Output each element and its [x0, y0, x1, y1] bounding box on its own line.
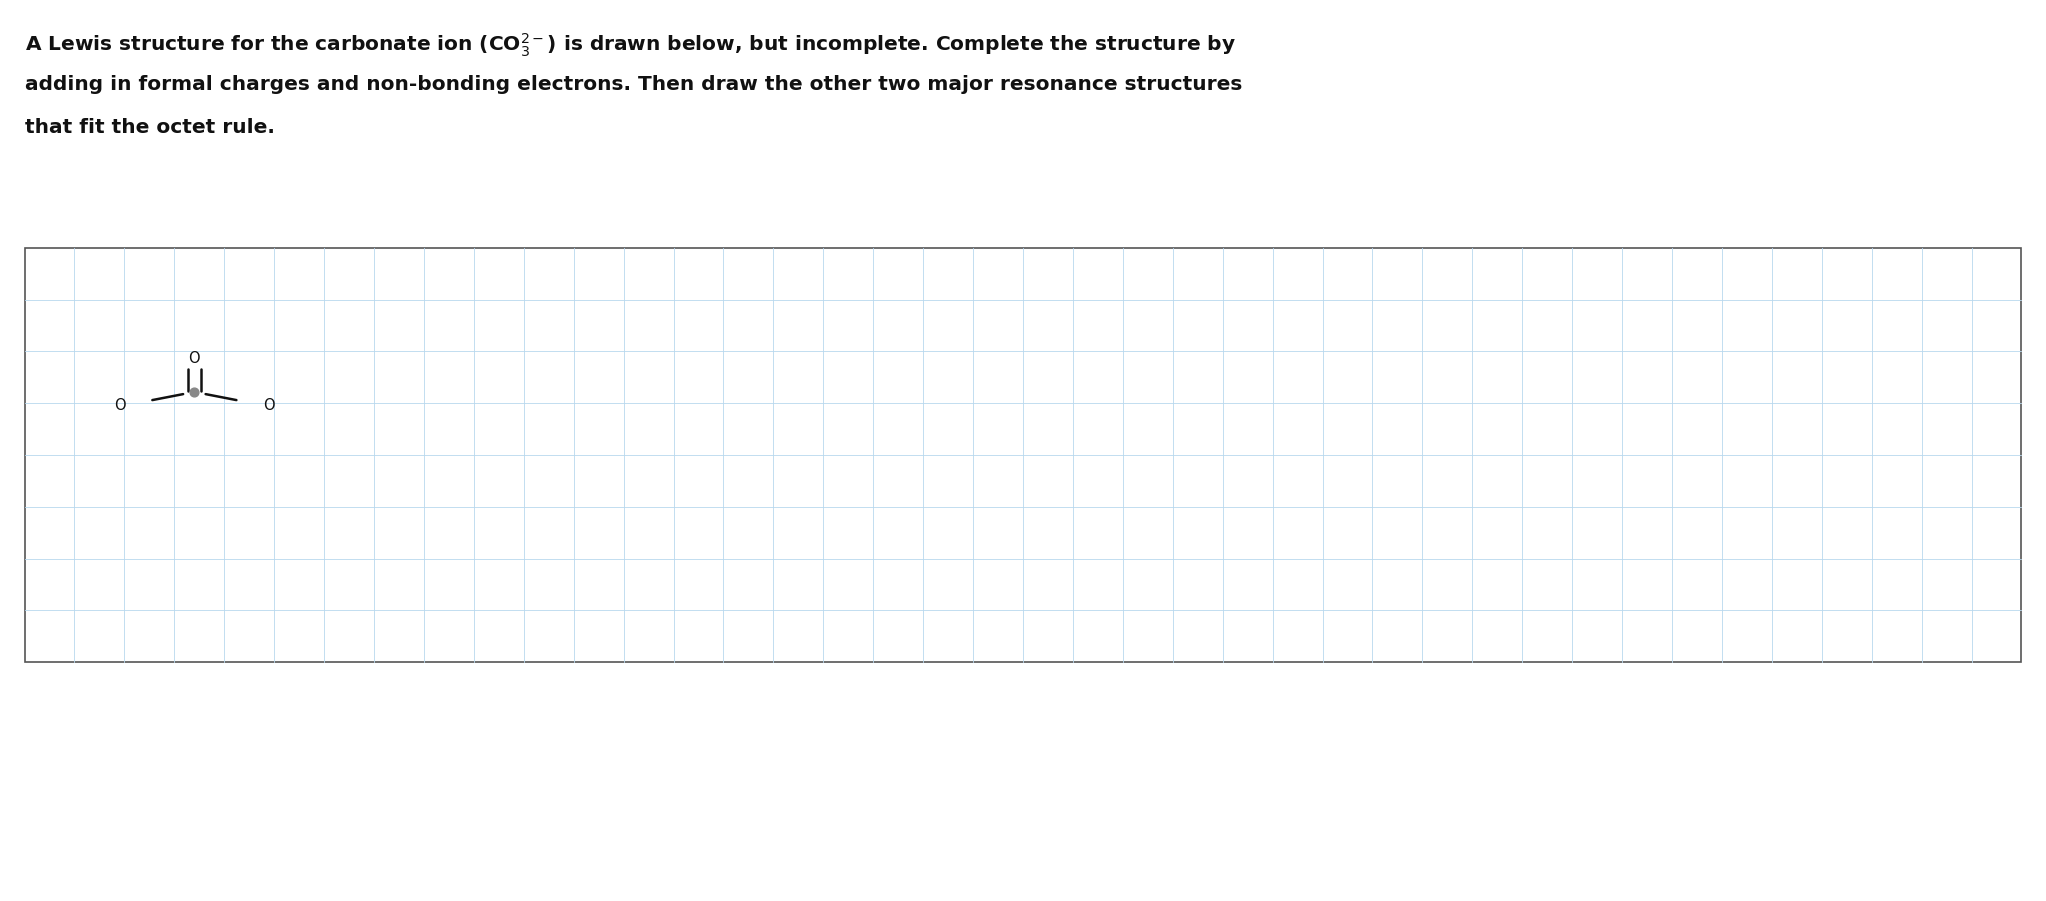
Text: A Lewis structure for the carbonate ion (CO$_3^{2-}$) is drawn below, but incomp: A Lewis structure for the carbonate ion …	[25, 32, 1236, 59]
Text: O: O	[264, 398, 274, 413]
Text: adding in formal charges and non-bonding electrons. Then draw the other two majo: adding in formal charges and non-bonding…	[25, 75, 1242, 94]
Text: O: O	[115, 398, 125, 413]
Point	[178, 385, 211, 399]
Text: that fit the octet rule.: that fit the octet rule.	[25, 118, 274, 137]
Bar	[25, 248, 2021, 662]
Text: O: O	[188, 350, 201, 366]
